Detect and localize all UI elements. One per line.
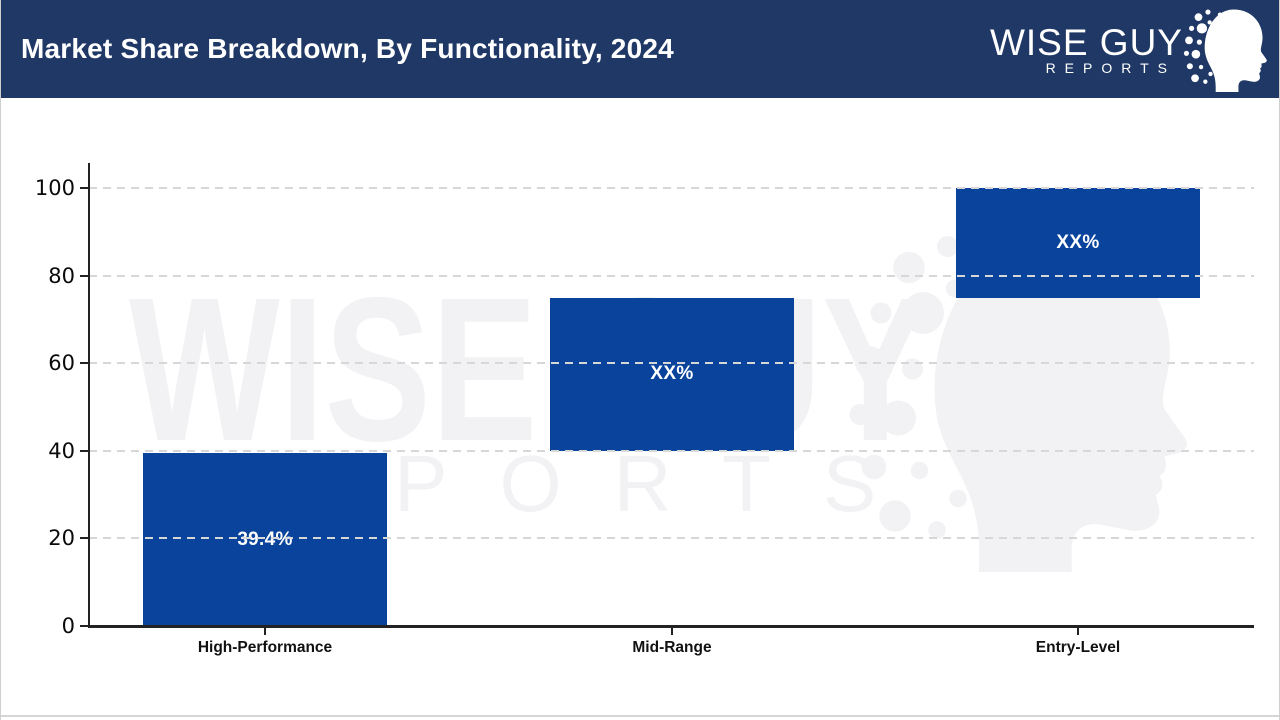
brand-subtext: REPORTS xyxy=(1045,60,1176,76)
bottom-border xyxy=(1,715,1279,717)
y-tick-mark xyxy=(80,537,89,540)
chart-title: Market Share Breakdown, By Functionality… xyxy=(21,33,674,64)
brand-logo: WISE GUY REPORTS xyxy=(990,0,1271,98)
gridline-20 xyxy=(89,537,1254,540)
bar-entry-level: XX% xyxy=(956,188,1200,298)
y-tick-label: 100 xyxy=(34,176,75,200)
y-tick-label: 80 xyxy=(48,263,75,288)
y-tick-mark xyxy=(80,187,89,189)
x-tick-label-mid-range: Mid-Range xyxy=(632,639,712,656)
brand-wordmark: WISE GUY xyxy=(989,22,1183,63)
x-tick-mark xyxy=(671,628,673,635)
bar-mid-range: XX% xyxy=(550,297,794,451)
header-bar: Market Share Breakdown, By Functionality… xyxy=(1,0,1279,98)
x-tick-label-high-performance: High-Performance xyxy=(197,639,333,656)
y-tick-mark xyxy=(80,362,89,365)
x-axis-line xyxy=(88,625,1254,628)
gridline-100 xyxy=(89,187,1254,189)
y-tick-mark xyxy=(80,449,89,452)
plot-area: 0 20 40 60 80 100 39.4% High-Performance XX% Mid-… xyxy=(1,98,1279,720)
y-axis-line xyxy=(88,163,90,627)
y-tick-label: 0 xyxy=(61,614,75,638)
x-tick-mark xyxy=(264,628,266,635)
bar-value-label: XX% xyxy=(650,363,694,385)
bar-value-label: 39.4% xyxy=(237,529,292,551)
y-tick-mark xyxy=(80,274,89,277)
bar-high-performance: 39.4% xyxy=(143,453,387,626)
y-tick-label: 40 xyxy=(48,438,75,463)
gridline-60 xyxy=(89,362,1254,365)
x-tick-label-entry-level: Entry-Level xyxy=(1035,639,1121,656)
y-tick-label: 60 xyxy=(48,351,75,376)
bar-value-label: XX% xyxy=(1056,231,1100,253)
x-tick-mark xyxy=(1077,628,1079,635)
y-tick-label: 20 xyxy=(48,526,75,551)
gridline-40 xyxy=(89,449,1254,452)
y-tick-mark xyxy=(80,625,89,627)
brand-head-icon xyxy=(1183,9,1267,92)
gridline-80 xyxy=(89,274,1254,277)
